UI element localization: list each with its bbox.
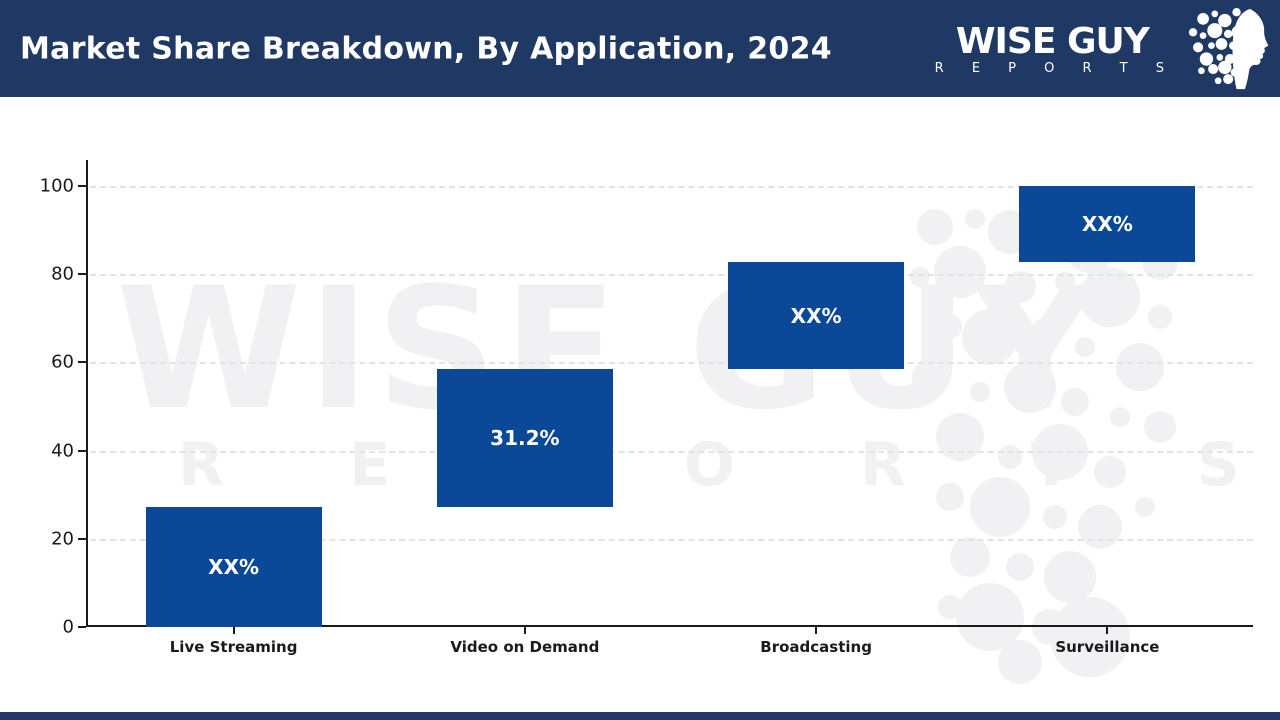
watermark-face-icon [910,209,1178,684]
x-tick-mark [815,627,818,634]
gridline [90,450,1253,453]
y-tick-mark [78,273,86,276]
bar-value-label: 31.2% [490,426,560,451]
brand-logo: WISE GUY R E P O R T S [929,4,1270,94]
x-tick-label: Video on Demand [450,638,600,656]
bar-value-label: XX% [790,303,842,328]
y-tick-mark [78,449,86,452]
brand-name: WISE GUY [955,20,1150,62]
x-axis-line [86,625,1253,627]
bar-broadcasting[interactable]: XX% [728,261,905,370]
y-tick-label: 20 [51,528,74,550]
y-tick-mark [78,185,86,187]
gridline [90,274,1253,277]
bar-surveillance[interactable]: XX% [1019,186,1196,262]
page-title: Market Share Breakdown, By Application, … [20,31,832,66]
y-tick-label: 60 [51,351,74,373]
x-tick-label: Surveillance [1055,638,1160,656]
bar-value-label: XX% [1081,211,1133,236]
x-tick-label: Live Streaming [169,638,298,656]
chart-area: WISE GUY R E P O R T S 0 20 40 6 [0,97,1280,712]
y-tick-label: 0 [62,616,74,638]
y-tick-mark [78,626,86,628]
x-tick-mark [523,627,526,634]
y-tick-mark [78,537,86,540]
y-axis-spine [86,160,88,627]
gridline [90,186,1253,188]
y-tick-label: 80 [51,263,74,285]
brand-face-icon [1188,8,1269,90]
x-tick-label: Broadcasting [760,638,872,656]
y-tick-mark [78,361,86,364]
gridline [90,538,1253,541]
gridline [90,362,1253,365]
y-tick-label: 40 [51,440,74,462]
header-bar: Market Share Breakdown, By Application, … [0,0,1280,97]
x-tick-mark [232,627,235,634]
brand-logo-text: WISE GUY R E P O R T S [929,20,1176,76]
footer-bar [0,712,1280,720]
brand-subname: R E P O R T S [934,60,1176,76]
bar-video-on-demand[interactable]: 31.2% [436,369,613,508]
bar-live-streaming[interactable]: XX% [145,507,322,627]
y-tick-label: 100 [39,175,74,197]
x-tick-mark [1106,627,1109,634]
bar-value-label: XX% [208,555,260,580]
